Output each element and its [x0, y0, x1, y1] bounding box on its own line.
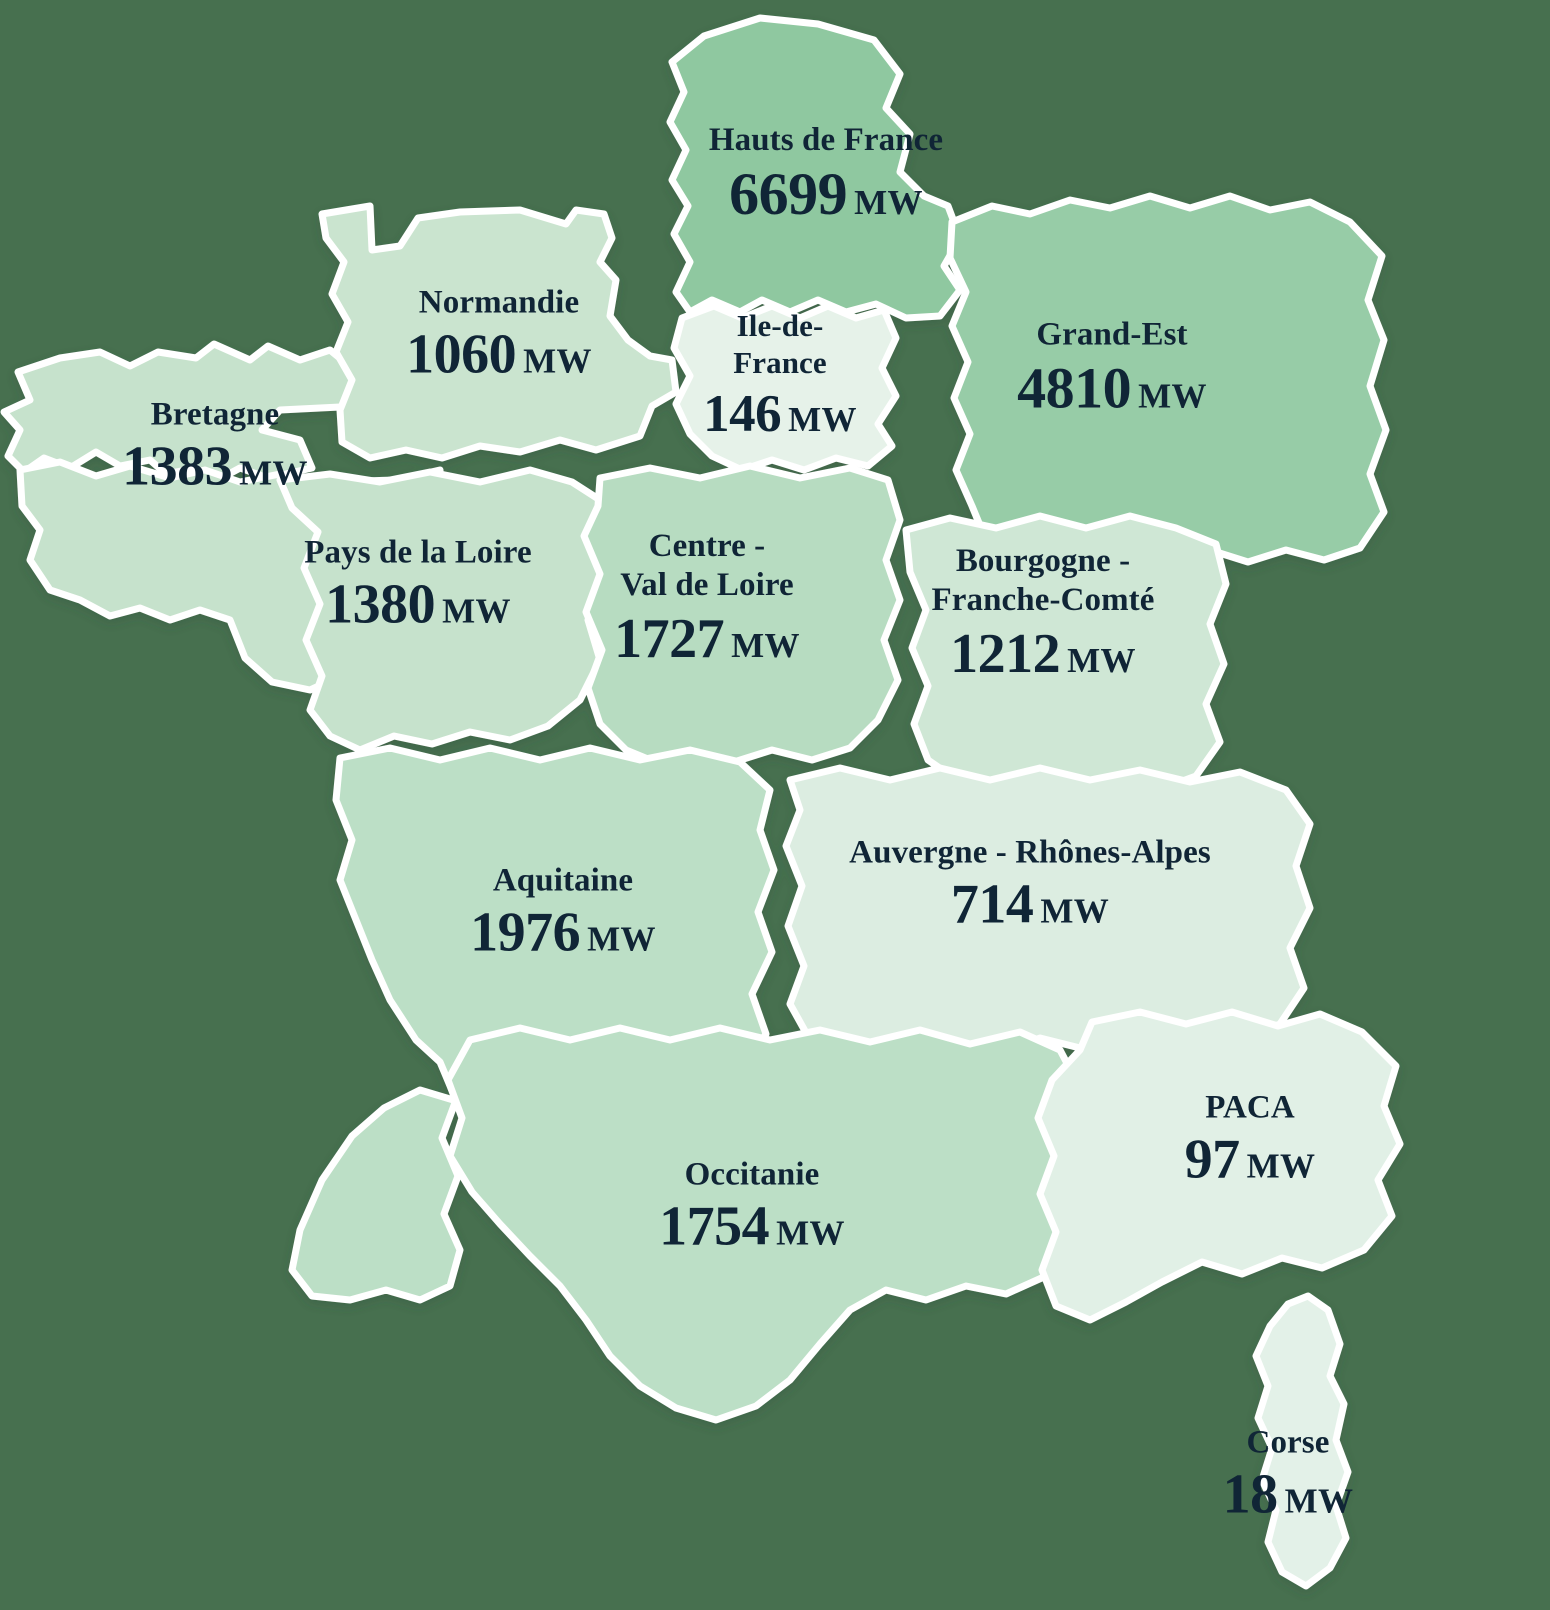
region-occitanie[interactable] [444, 1024, 1084, 1424]
region-pays-de-la-loire[interactable] [276, 466, 608, 754]
region-aquitaine[interactable] [288, 744, 778, 1304]
region-grand-est[interactable] [946, 192, 1390, 566]
region-corse[interactable] [1252, 1292, 1352, 1590]
region-paca[interactable] [1034, 1008, 1404, 1324]
region-normandie[interactable] [318, 202, 680, 462]
region-bourgogne-franche-comte[interactable] [902, 512, 1230, 798]
region-ile-de-france[interactable] [670, 302, 900, 474]
region-hauts-de-france[interactable] [666, 14, 964, 322]
region-centre-val-de-loire[interactable] [580, 462, 904, 768]
map-regions-group [0, 14, 1404, 1590]
region-bretagne[interactable] [0, 340, 408, 486]
